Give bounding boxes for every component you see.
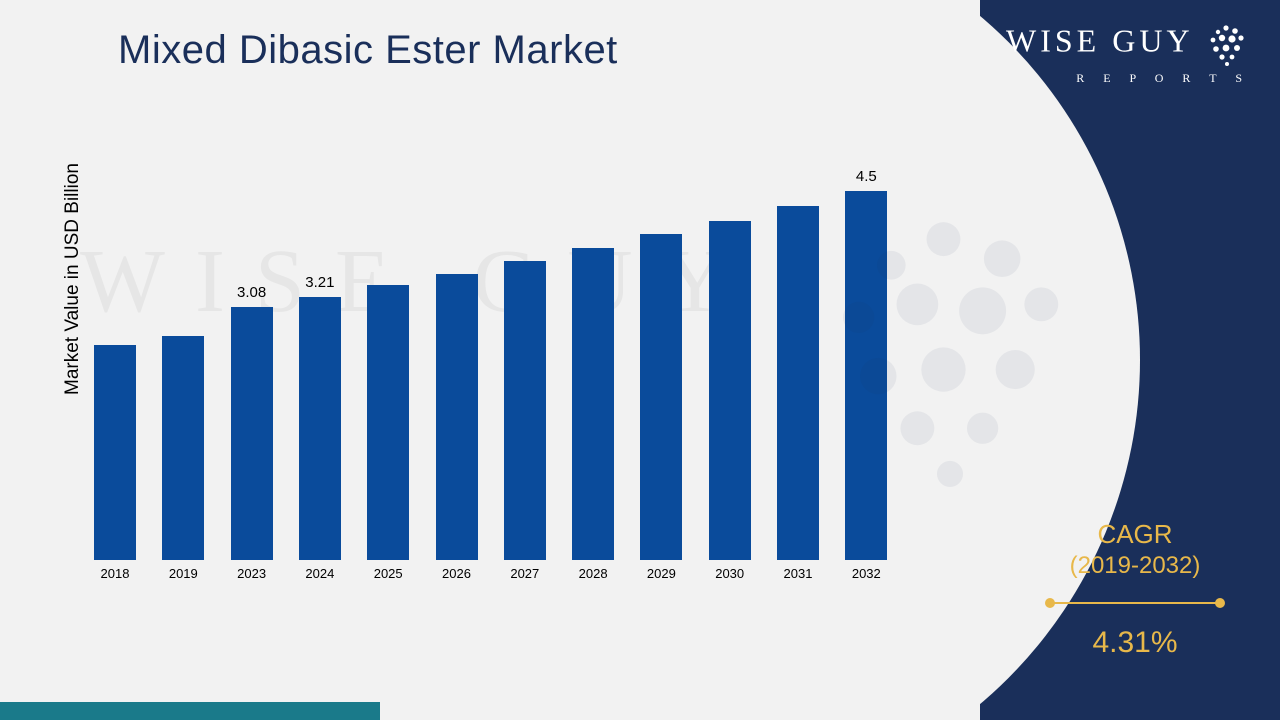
bar	[845, 191, 887, 560]
cagr-divider	[1050, 602, 1220, 604]
bar	[572, 248, 614, 560]
bar	[299, 297, 341, 560]
x-tick-label: 2023	[237, 566, 266, 581]
x-tick-label: 2030	[715, 566, 744, 581]
cagr-title: CAGR	[1020, 519, 1250, 550]
x-tick-label: 2024	[305, 566, 334, 581]
bar-value-label: 4.5	[856, 168, 877, 185]
bar-chart: 3.08 3.21 4.5 2018 2019 2023 2024 2025 2026 2027…	[88, 150, 908, 590]
bar	[231, 307, 273, 560]
x-tick-label: 2026	[442, 566, 471, 581]
x-tick-label: 2018	[101, 566, 130, 581]
x-tick-label: 2031	[784, 566, 813, 581]
bar-value-label: 3.08	[237, 284, 266, 301]
bar	[436, 274, 478, 560]
bar-value-label: 3.21	[305, 274, 334, 291]
logo-head-icon	[1204, 22, 1250, 73]
y-axis-label: Market Value in USD Billion	[62, 163, 84, 395]
x-tick-label: 2028	[579, 566, 608, 581]
brand-logo: WISE GUY R E P O R T S	[1006, 22, 1250, 86]
bar	[504, 261, 546, 560]
x-axis: 2018 2019 2023 2024 2025 2026 2027 2028 2029 2030…	[88, 560, 908, 590]
plot-area: 3.08 3.21 4.5	[88, 150, 908, 560]
bar	[640, 234, 682, 560]
x-tick-label: 2027	[510, 566, 539, 581]
x-tick-label: 2025	[374, 566, 403, 581]
logo-main-text: WISE GUY	[1006, 23, 1194, 59]
bar	[367, 285, 409, 560]
cagr-box: CAGR (2019-2032) 4.31%	[1020, 519, 1250, 660]
x-tick-label: 2029	[647, 566, 676, 581]
logo-sub-text: R E P O R T S	[1006, 71, 1250, 86]
bottom-accent-bar	[0, 702, 380, 720]
bar	[709, 221, 751, 560]
x-tick-label: 2032	[852, 566, 881, 581]
cagr-range: (2019-2032)	[1020, 552, 1250, 580]
stage: WISE GUY Mixed Dibasic Ester Market WISE…	[0, 0, 1280, 720]
x-tick-label: 2019	[169, 566, 198, 581]
bar	[94, 345, 136, 560]
bar	[162, 336, 204, 560]
cagr-value: 4.31%	[1020, 626, 1250, 660]
chart-title: Mixed Dibasic Ester Market	[118, 28, 618, 73]
bar	[777, 206, 819, 560]
